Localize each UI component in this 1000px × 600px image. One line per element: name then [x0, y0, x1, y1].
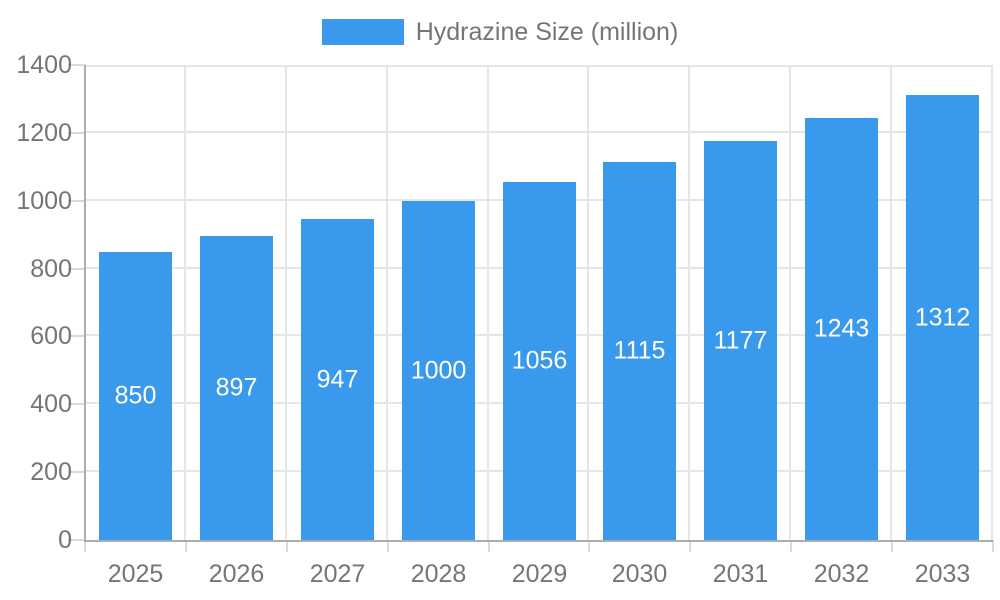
x-axis-label: 2025: [107, 560, 164, 588]
bar-value-label: 1312: [914, 303, 971, 331]
v-gridline: [487, 65, 489, 540]
y-axis-tick: [68, 335, 85, 337]
v-gridline: [386, 65, 388, 540]
v-gridline: [991, 65, 993, 540]
x-axis-tick: [387, 540, 389, 552]
v-gridline: [184, 65, 186, 540]
x-axis-label: 2030: [611, 560, 668, 588]
bar-value-label: 1177: [713, 326, 768, 354]
bar-value-label: 897: [215, 373, 258, 402]
bar: 1056: [503, 182, 576, 540]
x-axis-label: 2032: [813, 560, 870, 588]
x-axis-line: [84, 540, 993, 542]
y-axis-tick: [68, 200, 85, 202]
x-axis-label: 2026: [208, 560, 265, 588]
bar-value-label: 1000: [410, 356, 467, 384]
x-axis-tick: [891, 540, 893, 552]
legend-label: Hydrazine Size (million): [415, 18, 679, 46]
bar: 1312: [906, 95, 979, 540]
x-axis-label: 2033: [914, 560, 971, 588]
y-axis-tick: [68, 403, 85, 405]
y-axis-tick: [68, 132, 85, 134]
y-axis-label: 400: [30, 390, 72, 418]
v-gridline: [587, 65, 589, 540]
x-axis-tick: [185, 540, 187, 552]
y-axis-label: 0: [58, 526, 72, 554]
y-axis-label: 1200: [16, 119, 72, 147]
legend: Hydrazine Size (million): [0, 17, 1000, 47]
y-gridline: [85, 65, 993, 67]
y-axis-label: 200: [30, 458, 72, 486]
y-axis-tick: [68, 471, 85, 473]
bar: 1115: [603, 162, 676, 540]
x-axis-tick: [84, 540, 86, 552]
y-axis-label: 600: [30, 322, 72, 350]
x-axis-tick: [488, 540, 490, 552]
y-axis-tick: [68, 64, 85, 66]
x-axis-tick: [790, 540, 792, 552]
bar-value-label: 1115: [613, 336, 666, 365]
y-axis-label: 800: [30, 255, 72, 283]
bar-value-label: 947: [316, 365, 359, 393]
x-axis-tick: [286, 540, 288, 552]
bar: 850: [99, 252, 172, 540]
y-axis-tick: [68, 539, 85, 541]
y-axis-label: 1000: [16, 187, 72, 215]
bar-value-label: 1243: [813, 314, 870, 343]
bar: 947: [301, 219, 374, 540]
bar: 1243: [805, 118, 878, 540]
x-axis-label: 2028: [410, 560, 467, 588]
v-gridline: [890, 65, 892, 540]
y-axis-tick: [68, 268, 85, 270]
bar: 1000: [402, 201, 475, 540]
y-gridline: [85, 131, 993, 133]
y-axis-line: [84, 65, 86, 542]
x-axis-label: 2031: [712, 560, 769, 588]
bar-value-label: 1056: [511, 346, 568, 375]
v-gridline: [688, 65, 690, 540]
x-axis-tick: [689, 540, 691, 552]
y-axis-label: 1400: [16, 51, 72, 79]
x-axis-label: 2027: [309, 560, 366, 588]
bar-value-label: 850: [114, 381, 157, 410]
bar: 1177: [704, 141, 777, 540]
bar: 897: [200, 236, 273, 540]
legend-swatch: [321, 19, 404, 45]
v-gridline: [789, 65, 791, 540]
v-gridline: [285, 65, 287, 540]
x-axis-tick: [992, 540, 994, 552]
x-axis-tick: [588, 540, 590, 552]
x-axis-label: 2029: [511, 560, 568, 588]
plot-area: 850 897 947 1000 1056 1115 1177 1243 1312: [85, 65, 993, 540]
